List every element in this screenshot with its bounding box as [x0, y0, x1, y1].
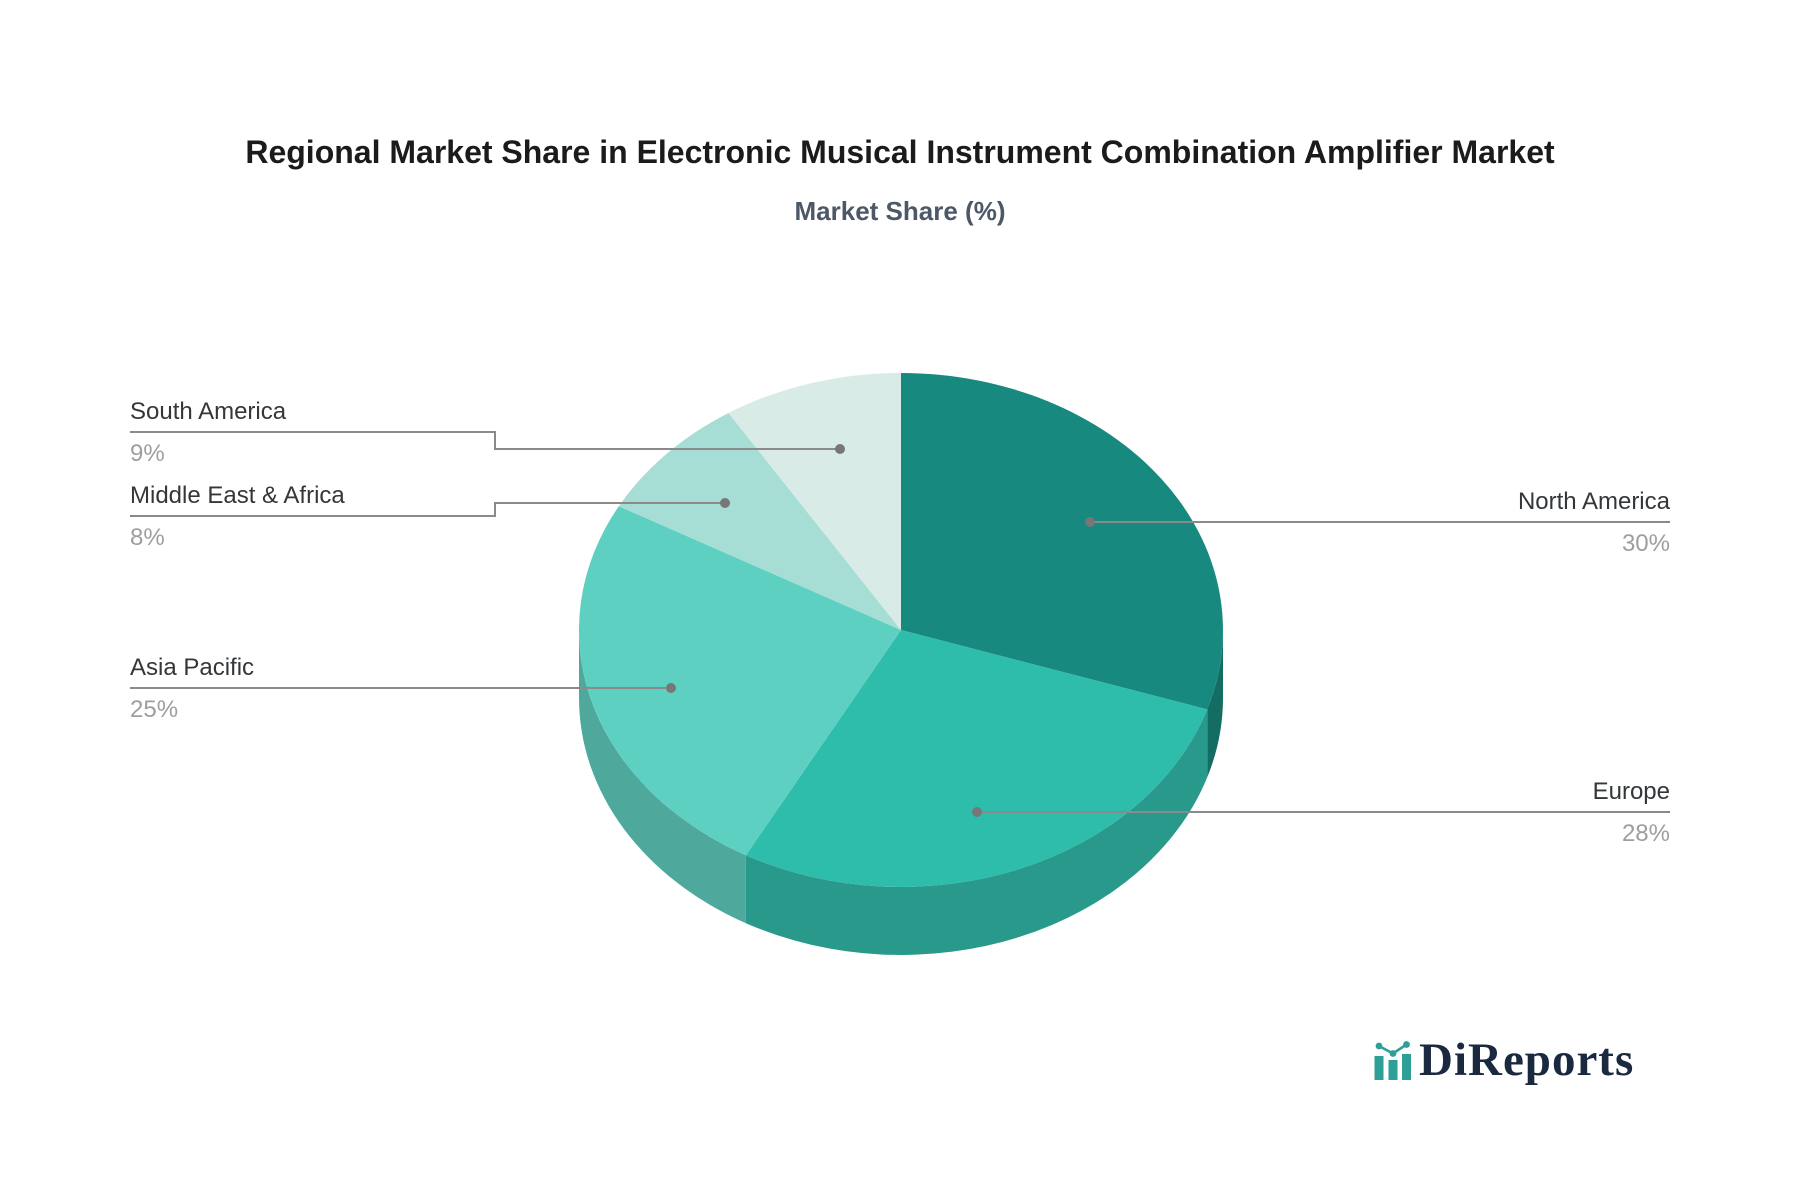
slice-label-percent: 28% [1621, 820, 1670, 847]
label-line-dot [835, 444, 845, 454]
label-line-dot [1085, 517, 1095, 527]
pie-slice[interactable] [618, 413, 901, 630]
pie-slice-side [745, 709, 1208, 955]
slice-label-percent: 30% [1621, 530, 1670, 557]
pie-slice[interactable] [901, 373, 1223, 710]
pie-slice[interactable] [745, 630, 1208, 887]
slice-label-percent: 25% [130, 696, 179, 723]
logo-dot [1389, 1050, 1397, 1057]
logo-dot [1403, 1041, 1410, 1048]
slice-label-percent: 9% [130, 440, 165, 467]
direports-logo: DiReports [1372, 1034, 1635, 1086]
slice-label-name: Asia Pacific [130, 654, 255, 681]
bar-chart-icon [1374, 1041, 1411, 1080]
label-line-dot [666, 683, 676, 693]
logo-dot [1375, 1042, 1383, 1050]
slice-label-percent: 8% [130, 524, 165, 551]
pie-slice-side [1207, 630, 1223, 778]
chart-subtitle: Market Share (%) [794, 196, 1006, 226]
slice-label-name: Middle East & Africa [130, 482, 345, 509]
label-line-dot [972, 807, 982, 817]
label-line-dot [720, 498, 730, 508]
slice-label-name: North America [1517, 488, 1670, 515]
slice-label-name: Europe [1592, 778, 1670, 805]
logo-bar [1402, 1054, 1411, 1080]
pie-slice[interactable] [728, 373, 902, 630]
logo-bar [1374, 1056, 1384, 1080]
direports-logo-text: DiReports [1419, 1034, 1635, 1086]
pie-slice-side [579, 630, 746, 924]
label-line [130, 502, 725, 517]
slice-label-name: South America [130, 398, 287, 425]
pie-slice[interactable] [578, 506, 901, 856]
label-line [130, 431, 840, 450]
chart-title: Regional Market Share in Electronic Musi… [245, 134, 1555, 170]
logo-bar [1388, 1060, 1398, 1080]
